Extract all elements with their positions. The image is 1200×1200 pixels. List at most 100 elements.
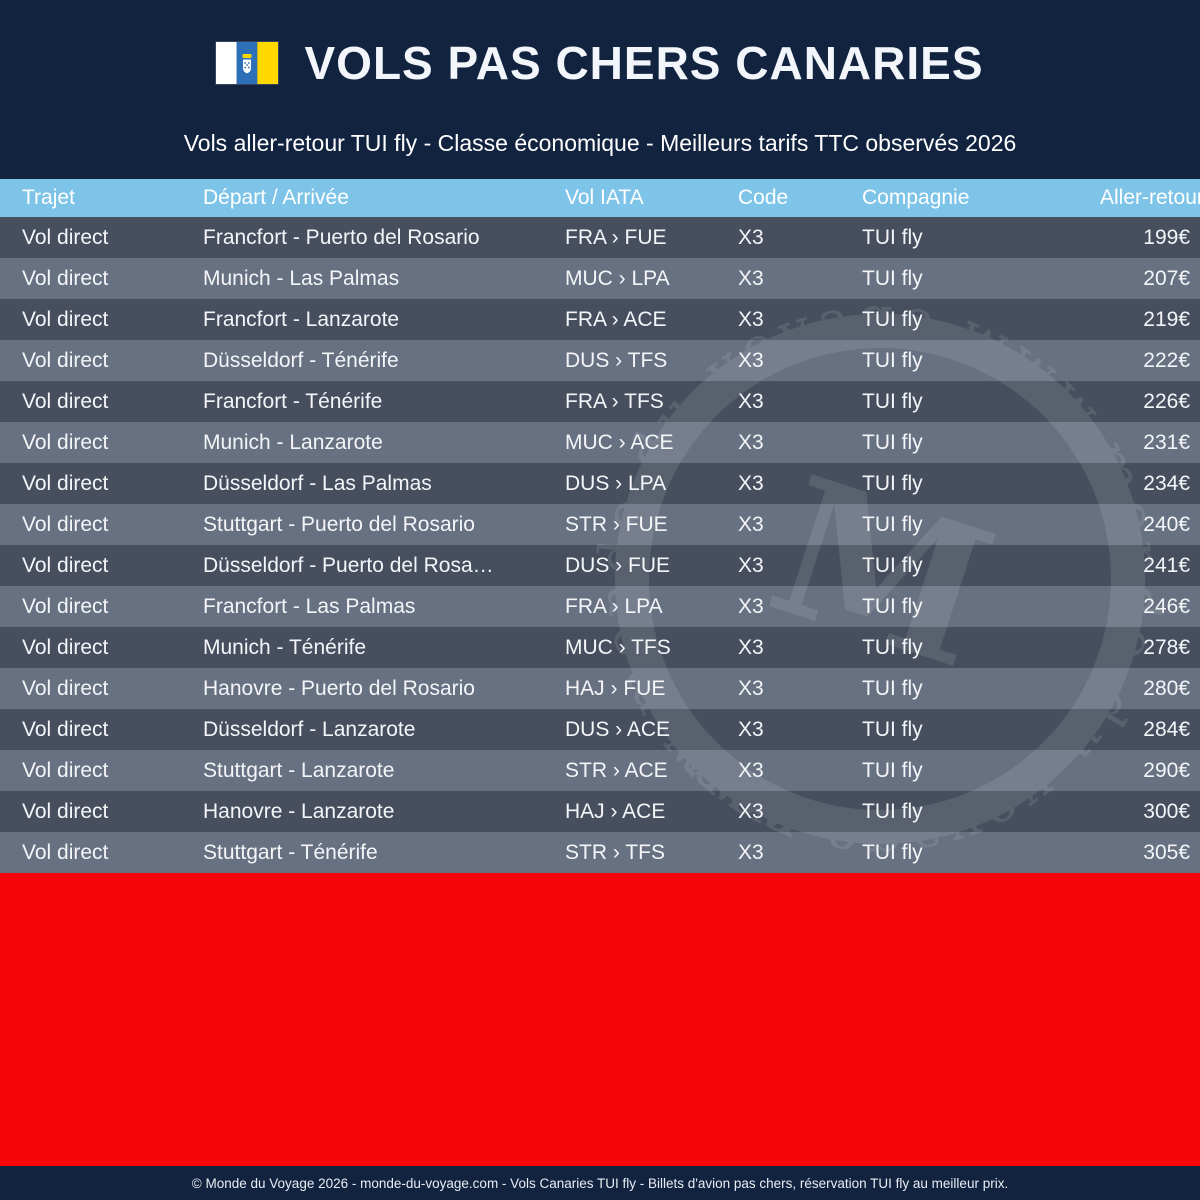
table-row: Vol direct Francfort - Puerto del Rosario… — [0, 217, 1200, 258]
route-cell: Francfort - Las Palmas — [203, 595, 416, 618]
code-cell: X3 — [738, 800, 764, 823]
price-cell: 234€ — [1143, 472, 1190, 495]
airline-cell: TUI fly — [862, 267, 923, 290]
price-cell: 207€ — [1143, 267, 1190, 290]
column-header-5: Aller-retour — [1100, 186, 1200, 209]
table-row: Vol direct Düsseldorf - Lanzarote DUS › AC… — [0, 709, 1200, 750]
code-cell: X3 — [738, 226, 764, 249]
airline-cell: TUI fly — [862, 595, 923, 618]
price-cell: 284€ — [1143, 718, 1190, 741]
page-subtitle: Vols aller-retour TUI fly - Classe écono… — [183, 130, 1017, 156]
route-cell: Munich - Las Palmas — [203, 267, 400, 290]
page-title: VOLS PAS CHERS CANARIES — [304, 37, 984, 89]
price-cell: 305€ — [1143, 841, 1190, 864]
airline-cell: TUI fly — [862, 636, 923, 659]
airline-cell: TUI fly — [862, 390, 923, 413]
iata-cell: STR › TFS — [565, 841, 665, 864]
airline-cell: TUI fly — [862, 226, 923, 249]
column-header-4: Compagnie — [862, 186, 970, 209]
trajet-cell: Vol direct — [22, 267, 109, 290]
price-cell: 290€ — [1143, 759, 1190, 782]
trajet-cell: Vol direct — [22, 226, 109, 249]
airline-cell: TUI fly — [862, 513, 923, 536]
route-cell: Düsseldorf - Puerto del Rosa… — [203, 554, 494, 577]
route-cell: Stuttgart - Ténérife — [203, 841, 378, 864]
airline-cell: TUI fly — [862, 308, 923, 331]
trajet-cell: Vol direct — [22, 800, 109, 823]
route-cell: Hanovre - Lanzarote — [203, 800, 395, 823]
route-cell: Munich - Ténérife — [203, 636, 367, 659]
trajet-cell: Vol direct — [22, 595, 109, 618]
iata-cell: MUC › LPA — [565, 267, 670, 290]
iata-cell: FRA › LPA — [565, 595, 663, 618]
iata-cell: MUC › TFS — [565, 636, 671, 659]
column-header-2: Vol IATA — [565, 186, 644, 209]
code-cell: X3 — [738, 554, 764, 577]
iata-cell: STR › FUE — [565, 513, 668, 536]
trajet-cell: Vol direct — [22, 308, 109, 331]
table-body: Vol direct Francfort - Puerto del Rosario… — [0, 217, 1200, 873]
airline-cell: TUI fly — [862, 718, 923, 741]
route-cell: Hanovre - Puerto del Rosario — [203, 677, 475, 700]
table-row: Vol direct Düsseldorf - Puerto del Rosa… D… — [0, 545, 1200, 586]
iata-cell: HAJ › FUE — [565, 677, 666, 700]
price-cell: 278€ — [1143, 636, 1190, 659]
airline-cell: TUI fly — [862, 431, 923, 454]
price-cell: 231€ — [1143, 431, 1190, 454]
trajet-cell: Vol direct — [22, 718, 109, 741]
price-cell: 219€ — [1143, 308, 1190, 331]
column-header-3: Code — [738, 186, 789, 209]
table-row: Vol direct Stuttgart - Ténérife STR › TFS X… — [0, 832, 1200, 873]
page-header: VOLS PAS CHERS CANARIES Vols aller-retou… — [0, 0, 1200, 158]
iata-cell: DUS › ACE — [565, 718, 671, 741]
route-cell: Francfort - Lanzarote — [203, 308, 400, 331]
code-cell: X3 — [738, 677, 764, 700]
price-cell: 300€ — [1143, 800, 1190, 823]
coat-of-arms — [242, 54, 253, 75]
table-row: Vol direct Munich - Ténérife MUC › TFS X3 TU… — [0, 627, 1200, 668]
table-row: Vol direct Munich - Las Palmas MUC › LPA X3… — [0, 258, 1200, 299]
route-cell: Francfort - Ténérife — [203, 390, 383, 413]
footer-text: © Monde du Voyage 2026 - monde-du-voyage… — [191, 1175, 1009, 1191]
route-cell: Düsseldorf - Ténérife — [203, 349, 399, 372]
table-header-row: Trajet Départ / Arrivée Vol IATA Code Compag… — [0, 179, 1200, 217]
trajet-cell: Vol direct — [22, 472, 109, 495]
trajet-cell: Vol direct — [22, 349, 109, 372]
trajet-cell: Vol direct — [22, 431, 109, 454]
trajet-cell: Vol direct — [22, 636, 109, 659]
price-cell: 199€ — [1143, 226, 1190, 249]
title-row: VOLS PAS CHERS CANARIES — [0, 36, 1200, 90]
canary-islands-flag-icon — [216, 42, 279, 84]
price-cell: 280€ — [1143, 677, 1190, 700]
table-row: Vol direct Düsseldorf - Ténérife DUS › TFS… — [0, 340, 1200, 381]
code-cell: X3 — [738, 841, 764, 864]
price-cell: 226€ — [1143, 390, 1190, 413]
iata-cell: HAJ › ACE — [565, 800, 666, 823]
iata-cell: FRA › FUE — [565, 226, 667, 249]
code-cell: X3 — [738, 472, 764, 495]
column-header-0: Trajet — [22, 186, 75, 209]
route-cell: Düsseldorf - Lanzarote — [203, 718, 416, 741]
code-cell: X3 — [738, 759, 764, 782]
table-row: Vol direct Francfort - Lanzarote FRA › ACE… — [0, 299, 1200, 340]
iata-cell: DUS › FUE — [565, 554, 670, 577]
iata-cell: FRA › TFS — [565, 390, 664, 413]
route-cell: Stuttgart - Lanzarote — [203, 759, 395, 782]
table-row: Vol direct Düsseldorf - Las Palmas DUS › L… — [0, 463, 1200, 504]
column-header-1: Départ / Arrivée — [203, 186, 349, 209]
table-row: Vol direct Hanovre - Puerto del Rosario HA… — [0, 668, 1200, 709]
route-cell: Stuttgart - Puerto del Rosario — [203, 513, 475, 536]
price-cell: 240€ — [1143, 513, 1190, 536]
iata-cell: DUS › LPA — [565, 472, 667, 495]
airline-cell: TUI fly — [862, 554, 923, 577]
route-cell: Francfort - Puerto del Rosario — [203, 226, 480, 249]
code-cell: X3 — [738, 636, 764, 659]
code-cell: X3 — [738, 390, 764, 413]
route-cell: Düsseldorf - Las Palmas — [203, 472, 432, 495]
red-banner — [0, 873, 1200, 1166]
iata-cell: FRA › ACE — [565, 308, 667, 331]
table-row: Vol direct Francfort - Las Palmas FRA › LP… — [0, 586, 1200, 627]
table-row: Vol direct Hanovre - Lanzarote HAJ › ACE X3… — [0, 791, 1200, 832]
trajet-cell: Vol direct — [22, 759, 109, 782]
iata-cell: MUC › ACE — [565, 431, 674, 454]
